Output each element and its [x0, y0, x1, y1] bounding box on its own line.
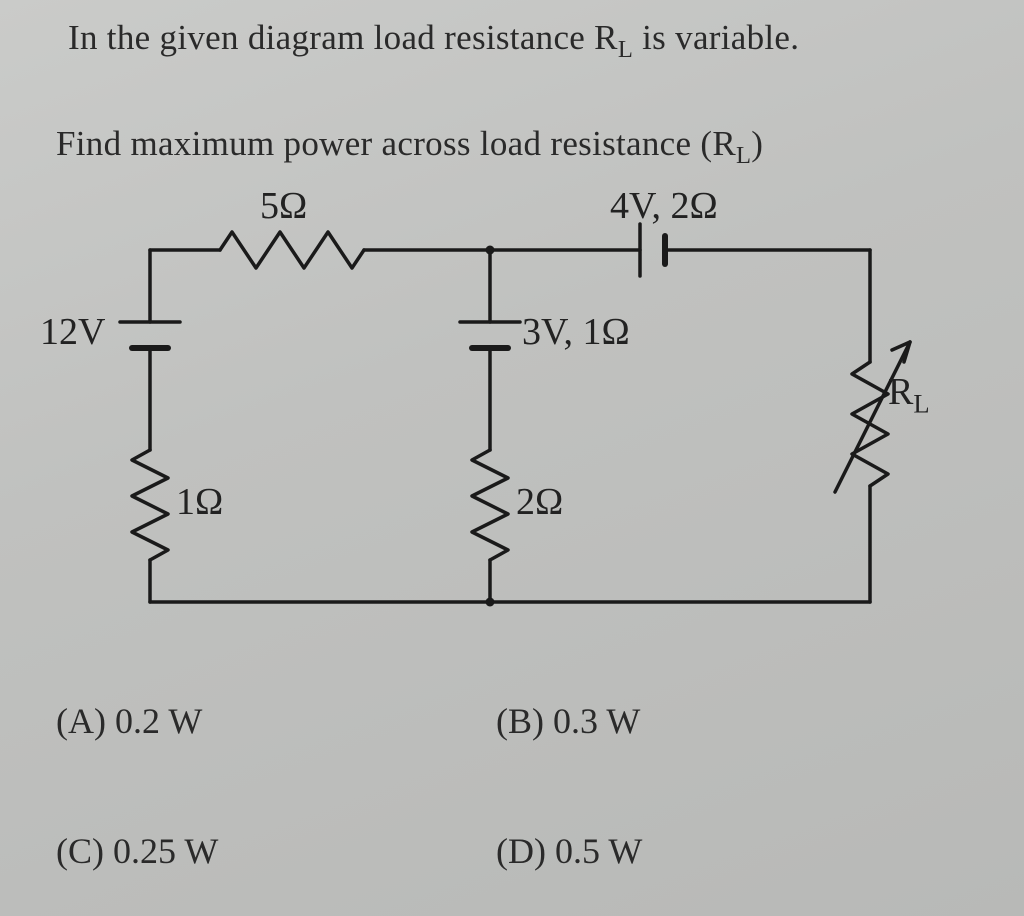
label-4v2ohm: 4V, 2Ω: [610, 184, 718, 228]
q2-sub: L: [736, 142, 751, 169]
page: In the given diagram load resistance RL …: [0, 0, 1024, 916]
q2-pre: Find maximum power across load resistanc…: [56, 124, 736, 163]
label-3v1ohm: 3V, 1Ω: [522, 310, 630, 354]
question-line-2: Find maximum power across load resistanc…: [56, 124, 763, 170]
q2-post: ): [751, 124, 763, 163]
label-1ohm: 1Ω: [176, 480, 223, 524]
option-d: (D) 0.5 W: [496, 830, 642, 872]
label-rl: RL: [888, 370, 930, 420]
option-b: (B) 0.3 W: [496, 700, 640, 742]
label-12v: 12V: [40, 310, 105, 354]
question-line-1: In the given diagram load resistance RL …: [68, 18, 799, 64]
label-r5: 5Ω: [260, 184, 307, 228]
circuit-diagram: 5Ω 4V, 2Ω 12V 3V, 1Ω RL 1Ω 2Ω: [80, 202, 930, 632]
q1-sub: L: [618, 36, 633, 63]
option-c: (C) 0.25 W: [56, 830, 218, 872]
q1-post: is variable.: [633, 18, 799, 57]
circuit-svg: [80, 202, 930, 632]
option-a: (A) 0.2 W: [56, 700, 202, 742]
label-2ohm: 2Ω: [516, 480, 563, 524]
label-rl-sub: L: [913, 389, 929, 419]
q1-pre: In the given diagram load resistance R: [68, 18, 618, 57]
label-rl-pre: R: [888, 371, 913, 413]
